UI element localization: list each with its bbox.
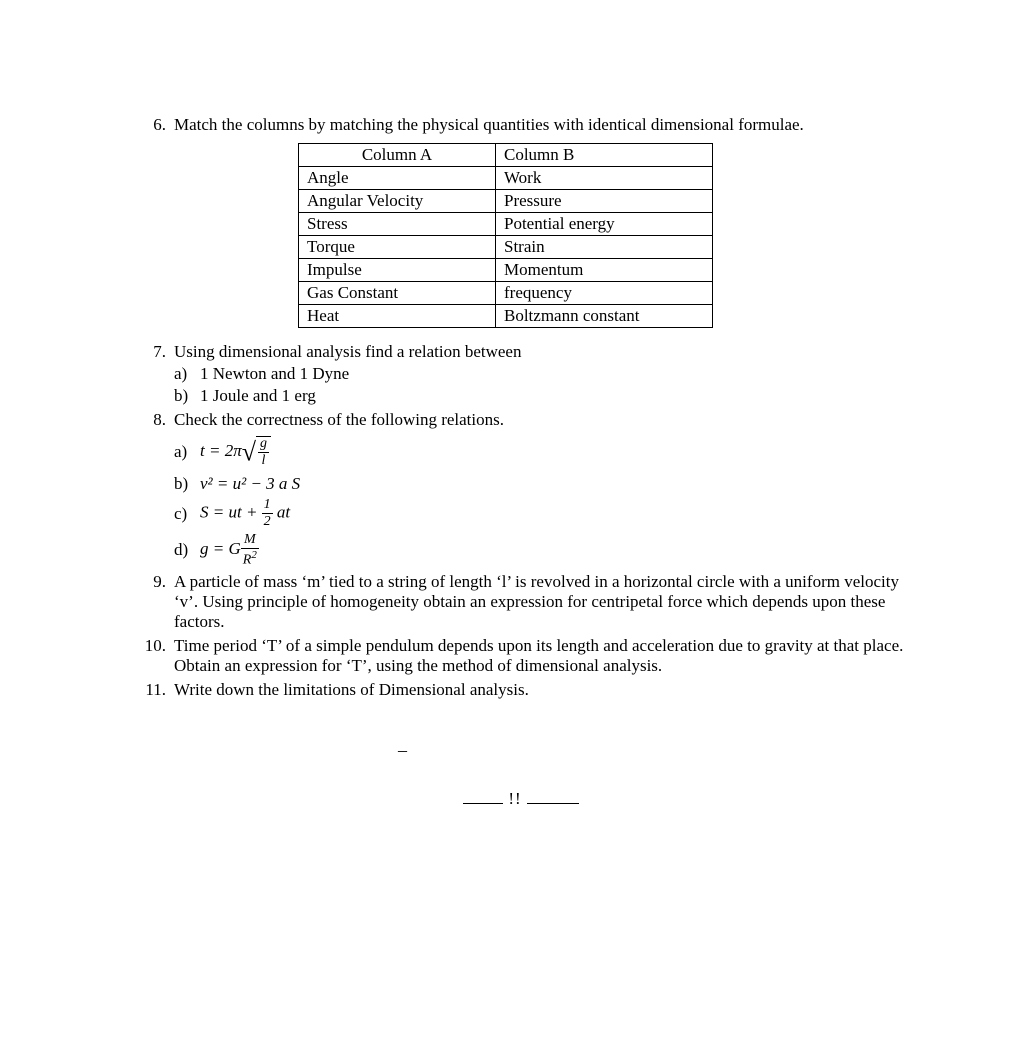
sqrt-icon: √gl [242,436,271,468]
frac-den: l [258,453,269,468]
table-row: ImpulseMomentum [299,259,713,282]
cell-b: Pressure [496,190,713,213]
q6-number: 6. [138,115,174,135]
sub-text: 1 Newton and 1 Dyne [200,364,904,384]
sub-label: b) [174,474,200,494]
end-marker: !! [138,789,904,809]
q8-sub-b: b) v² = u² − 3 a S [174,474,904,494]
blank-left [463,803,503,804]
sub-label: c) [174,504,200,524]
frac-num: M [241,533,259,549]
formula-c-suffix: at [273,502,290,521]
cell-a: Stress [299,213,496,236]
q9-text: A particle of mass ‘m’ tied to a string … [174,572,904,632]
q7-body: Using dimensional analysis find a relati… [174,342,904,406]
table-row: HeatBoltzmann constant [299,305,713,328]
sub-label: a) [174,364,200,384]
cell-b: Potential energy [496,213,713,236]
question-7: 7. Using dimensional analysis find a rel… [138,342,904,406]
q7-sub-a: a) 1 Newton and 1 Dyne [174,364,904,384]
match-table: Column A Column B AngleWork Angular Velo… [298,143,713,328]
q8-number: 8. [138,410,174,568]
frac-num: 1 [262,498,273,514]
end-dash: – [398,740,904,761]
cell-a: Angular Velocity [299,190,496,213]
question-10: 10. Time period ‘T’ of a simple pendulum… [138,636,904,676]
table-row: AngleWork [299,167,713,190]
question-6: 6. Match the columns by matching the phy… [138,115,904,135]
blank-right [527,803,579,804]
formula-a-prefix: t = 2π [200,441,242,460]
sub-label: a) [174,442,200,462]
cell-b: Momentum [496,259,713,282]
q8-sub-a: a) t = 2π√gl [174,436,904,468]
q6-text: Match the columns by matching the physic… [174,115,804,134]
q8-text: Check the correctness of the following r… [174,410,904,430]
question-8: 8. Check the correctness of the followin… [138,410,904,568]
sub-label: b) [174,386,200,406]
table-header-row: Column A Column B [299,144,713,167]
table-row: TorqueStrain [299,236,713,259]
header-col-b: Column B [496,144,713,167]
frac-den: 2 [262,514,273,529]
formula-c-prefix: S = ut + [200,502,262,521]
q7-text: Using dimensional analysis find a relati… [174,342,904,362]
page-content: 6. Match the columns by matching the phy… [0,0,1024,809]
cell-a: Gas Constant [299,282,496,305]
q8-body: Check the correctness of the following r… [174,410,904,568]
question-11: 11. Write down the limitations of Dimens… [138,680,904,700]
formula-b: v² = u² − 3 a S [200,474,904,494]
q11-number: 11. [138,680,174,700]
end-bangs: !! [508,789,521,808]
formula-d: g = GMR2 [200,533,904,568]
q11-text: Write down the limitations of Dimensiona… [174,680,904,700]
q10-text: Time period ‘T’ of a simple pendulum dep… [174,636,904,676]
table-row: StressPotential energy [299,213,713,236]
table-row: Gas Constant frequency [299,282,713,305]
cell-a: Angle [299,167,496,190]
question-9: 9. A particle of mass ‘m’ tied to a stri… [138,572,904,632]
frac-den: R2 [241,549,259,568]
q8-sub-c: c) S = ut + 12 at [174,498,904,529]
frac-den-sup: 2 [251,549,257,561]
sub-label: d) [174,540,200,560]
formula-a: t = 2π√gl [200,436,904,468]
cell-a: Torque [299,236,496,259]
cell-a: Impulse [299,259,496,282]
header-col-a: Column A [299,144,496,167]
formula-c: S = ut + 12 at [200,498,904,529]
formula-d-prefix: g = G [200,539,241,558]
q6-body: Match the columns by matching the physic… [174,115,904,135]
cell-b: Work [496,167,713,190]
cell-b: Boltzmann constant [496,305,713,328]
frac-num: g [258,437,269,453]
table-row: Angular Velocity Pressure [299,190,713,213]
q7-number: 7. [138,342,174,406]
q10-number: 10. [138,636,174,676]
cell-b: Strain [496,236,713,259]
q9-number: 9. [138,572,174,632]
cell-b: frequency [496,282,713,305]
q8-sub-d: d) g = GMR2 [174,533,904,568]
cell-a: Heat [299,305,496,328]
sub-text: 1 Joule and 1 erg [200,386,904,406]
q7-sub-b: b) 1 Joule and 1 erg [174,386,904,406]
